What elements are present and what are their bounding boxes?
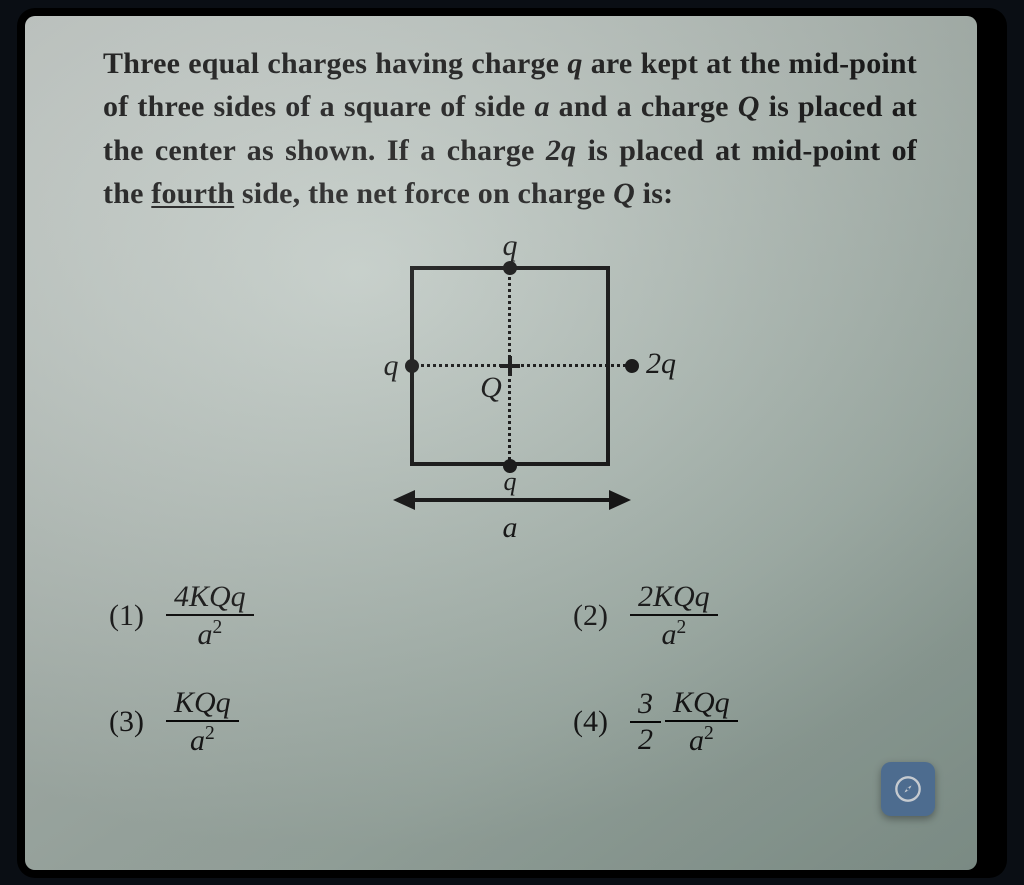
device-frame: Three equal charges having charge q are … — [17, 8, 1007, 878]
var-q: q — [567, 47, 582, 80]
dash-right — [514, 364, 632, 367]
option-1-fraction: 4KQq a2 — [166, 580, 254, 652]
option-4-denom-var: a — [689, 724, 704, 757]
dash-left — [414, 364, 510, 367]
charge-left-dot — [405, 359, 419, 373]
option-3-numer: KQq — [166, 686, 239, 720]
option-1[interactable]: (1) 4KQq a2 — [109, 580, 453, 652]
label-right: 2q — [646, 347, 676, 381]
option-4-expression: 3 2 KQq a2 — [630, 686, 738, 758]
word-fourth: fourth — [151, 177, 234, 210]
option-1-denom-exp: 2 — [212, 617, 222, 638]
var-2q: 2q — [546, 134, 576, 167]
label-bottom: q — [504, 467, 517, 497]
option-2-numer: 2KQq — [630, 580, 718, 614]
option-3-number: (3) — [109, 705, 144, 739]
var-Q: Q — [738, 90, 760, 123]
label-side-a: a — [503, 511, 518, 545]
option-2-denom: a2 — [653, 616, 694, 652]
q-text-3: and a charge — [550, 90, 738, 123]
option-1-denom: a2 — [189, 616, 230, 652]
option-3-fraction: KQq a2 — [166, 686, 239, 758]
option-3-denom-exp: 2 — [205, 723, 215, 744]
arrow-right-icon — [609, 490, 631, 510]
option-2-fraction: 2KQq a2 — [630, 580, 718, 652]
dash-top — [508, 270, 511, 366]
option-2[interactable]: (2) 2KQq a2 — [573, 580, 917, 652]
label-center: Q — [480, 371, 502, 405]
option-4-coef: 3 2 — [630, 687, 661, 757]
charge-top-dot — [503, 261, 517, 275]
q-text-6: side, the net force on charge — [234, 177, 613, 210]
dimension-line — [410, 498, 614, 502]
page: Three equal charges having charge q are … — [25, 16, 977, 870]
center-cross-icon — [500, 356, 520, 376]
var-a: a — [534, 90, 549, 123]
option-4-coef-top: 3 — [630, 687, 661, 721]
option-2-denom-exp: 2 — [676, 617, 686, 638]
q-text-7: is: — [635, 177, 673, 210]
option-4[interactable]: (4) 3 2 KQq a2 — [573, 686, 917, 758]
option-4-numer: KQq — [665, 686, 738, 720]
option-3[interactable]: (3) KQq a2 — [109, 686, 453, 758]
diagram-container: q q 2q q Q a — [103, 226, 917, 556]
label-top: q — [503, 229, 518, 263]
option-1-numer: 4KQq — [166, 580, 254, 614]
arrow-left-icon — [393, 490, 415, 510]
option-3-denom: a2 — [182, 722, 223, 758]
option-3-denom-var: a — [190, 724, 205, 757]
question-text: Three equal charges having charge q are … — [103, 42, 917, 216]
option-4-coef-bot: 2 — [630, 723, 661, 757]
option-4-number: (4) — [573, 705, 608, 739]
compass-icon — [894, 775, 922, 803]
option-1-number: (1) — [109, 599, 144, 633]
option-2-denom-var: a — [661, 618, 676, 651]
var-Q-2: Q — [613, 177, 635, 210]
label-left: q — [384, 349, 399, 383]
diagram: q q 2q q Q a — [335, 226, 685, 556]
charge-right-dot — [625, 359, 639, 373]
option-4-denom-exp: 2 — [704, 723, 714, 744]
q-text-1: Three equal charges having charge — [103, 47, 567, 80]
compass-button[interactable] — [881, 762, 935, 816]
options-grid: (1) 4KQq a2 (2) 2KQq a2 (3) KQq — [103, 580, 917, 758]
option-4-fraction: KQq a2 — [665, 686, 738, 758]
option-1-denom-var: a — [197, 618, 212, 651]
option-4-denom: a2 — [681, 722, 722, 758]
option-2-number: (2) — [573, 599, 608, 633]
dash-bottom — [508, 372, 511, 468]
